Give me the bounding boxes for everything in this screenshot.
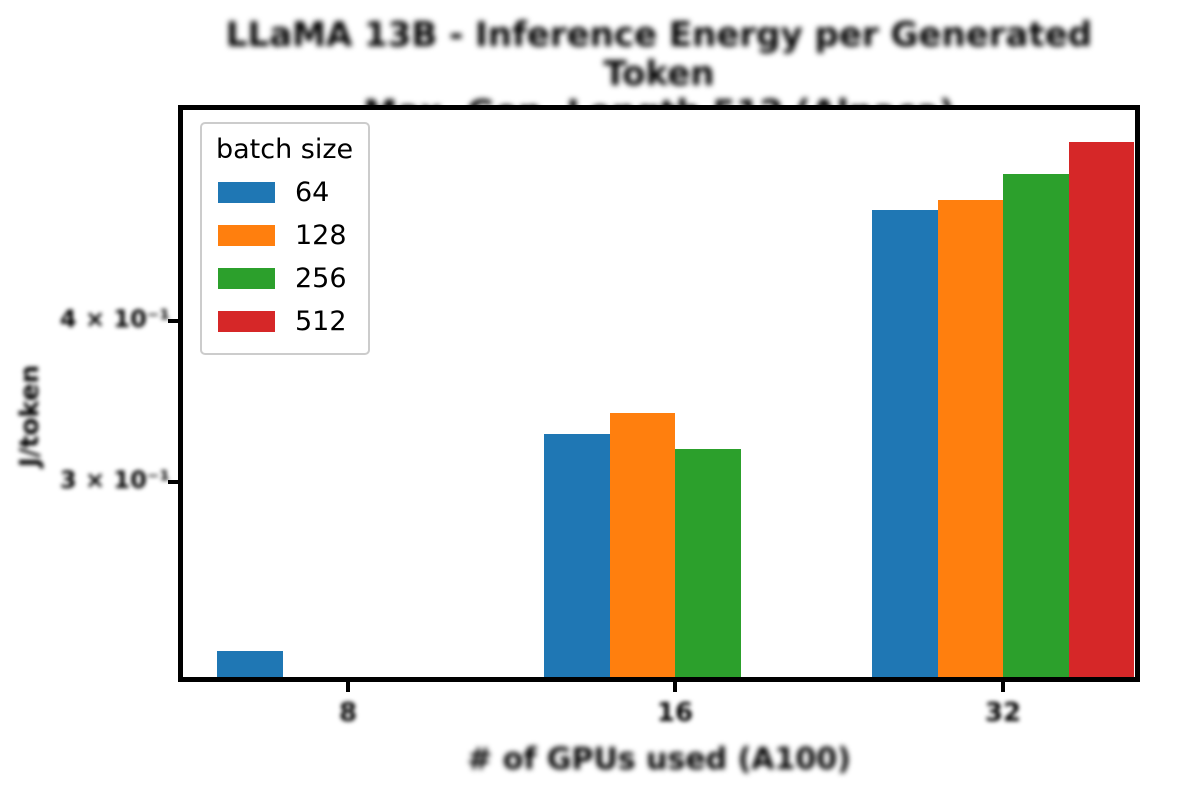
legend-swatch xyxy=(218,182,275,203)
bar-batch-128-x-16 xyxy=(609,413,675,677)
x-tick-mark xyxy=(346,682,350,692)
legend-entry-label: 64 xyxy=(295,177,330,208)
x-tick-label: 8 xyxy=(338,698,358,728)
bar-batch-128-x-32 xyxy=(937,199,1003,677)
x-tick-label: 32 xyxy=(984,698,1022,728)
legend-swatch xyxy=(218,311,275,332)
legend-entry: 512 xyxy=(214,300,356,343)
bar-batch-256-x-16 xyxy=(675,449,741,677)
y-tick-label: 3 × 10⁻¹ xyxy=(59,466,170,495)
legend-swatch xyxy=(218,268,275,289)
bar-batch-64-x-32 xyxy=(872,210,938,677)
bar-batch-64-x-16 xyxy=(544,433,610,677)
y-axis-label: J/token xyxy=(15,364,45,468)
y-tick-mark xyxy=(168,318,178,323)
y-tick-mark xyxy=(168,480,178,485)
bar-batch-64-x-8 xyxy=(217,651,283,677)
x-tick-mark xyxy=(673,682,677,692)
legend-entry: 128 xyxy=(214,214,356,257)
y-tick-label: 4 × 10⁻¹ xyxy=(59,304,170,333)
x-tick-label: 16 xyxy=(656,698,694,728)
legend-swatch xyxy=(218,225,275,246)
legend-entry: 64 xyxy=(214,171,356,214)
chart-title-line1: LLaMA 13B - Inference Energy per Generat… xyxy=(225,15,1093,94)
legend-entry-label: 128 xyxy=(295,220,347,251)
legend: batch size 64 128 256 512 xyxy=(200,122,370,355)
legend-entries: 64 128 256 512 xyxy=(214,171,356,343)
legend-entry-label: 256 xyxy=(295,263,347,294)
x-tick-mark xyxy=(1001,682,1005,692)
legend-entry: 256 xyxy=(214,257,356,300)
bar-batch-512-x-32 xyxy=(1068,141,1134,677)
legend-entry-label: 512 xyxy=(295,306,347,337)
bar-batch-256-x-32 xyxy=(1003,174,1069,677)
legend-title: batch size xyxy=(216,134,354,165)
x-axis-label: # of GPUs used (A100) xyxy=(467,742,851,777)
